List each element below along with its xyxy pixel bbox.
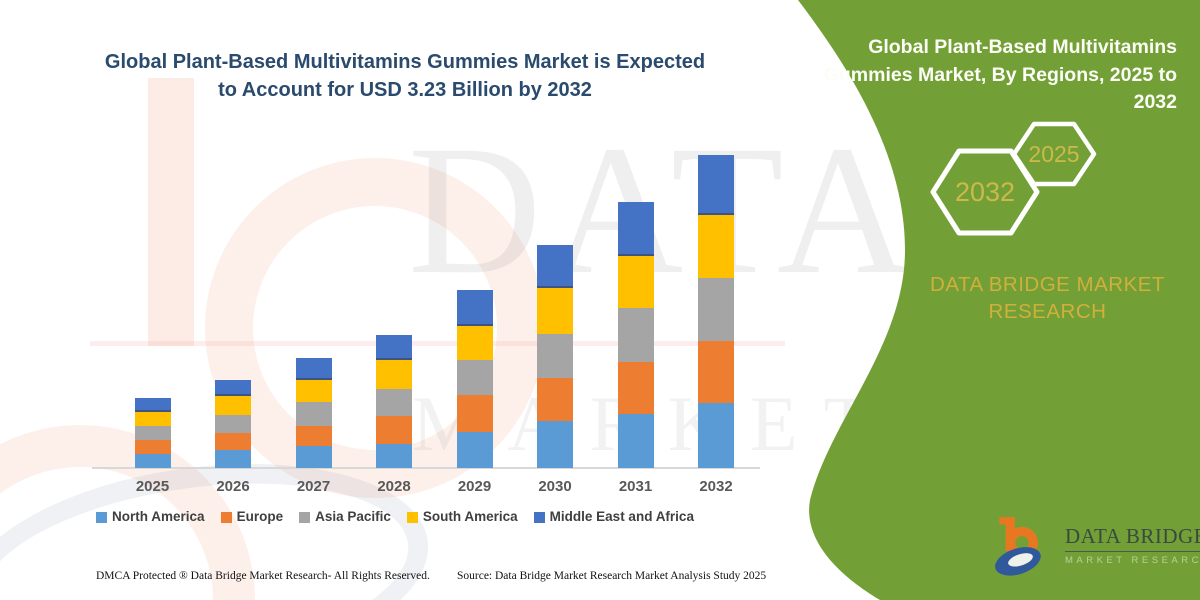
x-axis-label: 2031 — [618, 478, 653, 495]
x-axis-label: 2027 — [296, 478, 331, 495]
x-axis-line — [92, 467, 760, 469]
stacked-bar-2031 — [617, 202, 654, 468]
legend-label: Middle East and Africa — [549, 509, 694, 524]
bar-segment-asia-pacific — [134, 426, 171, 440]
bar-segment-north-america — [698, 403, 734, 468]
stacked-bar-2028 — [376, 335, 412, 468]
x-axis-label: 2032 — [699, 478, 733, 495]
hexagon-2025-icon — [1011, 121, 1097, 187]
data-bridge-logo: DATA BRIDGE MARKET RESEARCH — [985, 512, 1200, 584]
stacked-bar-2029 — [456, 290, 493, 468]
bar-segment-south-america — [295, 380, 332, 402]
legend-swatch-icon — [220, 511, 232, 523]
bar-segment-asia-pacific — [698, 278, 734, 341]
bar-segment-south-america — [617, 256, 654, 308]
x-axis-labels: 2025 2026 2027 2028 2029 2030 2031 2032 — [0, 478, 790, 500]
bar-segment-north-america — [456, 432, 493, 468]
bar-segment-middle-east-and-africa — [295, 358, 332, 380]
chart-title-line1: Global Plant-Based Multivitamins Gummies… — [104, 51, 706, 73]
chart-title-line2: to Account for USD 3.23 Billion by 2032 — [218, 79, 592, 101]
bar-segment-asia-pacific — [295, 402, 332, 426]
bar-segment-south-america — [456, 326, 493, 360]
side-panel-title: Global Plant-Based Multivitamins Gummies… — [823, 36, 1177, 113]
hexagon-badges: 2032 2025 — [930, 121, 1097, 236]
bar-segment-north-america — [134, 454, 171, 468]
legend-item: North America — [96, 509, 205, 524]
logo-name-text: DATA BRIDGE — [1065, 524, 1200, 552]
legend-swatch-icon — [533, 511, 545, 523]
bar-segment-middle-east-and-africa — [134, 398, 171, 412]
legend-label: Europe — [236, 509, 284, 524]
plot-area — [134, 155, 734, 468]
bar-segment-europe — [456, 395, 493, 432]
bar-segment-south-america — [215, 396, 251, 415]
bar-segment-north-america — [376, 444, 412, 468]
hexagon-2032-label: 2032 — [955, 177, 1015, 207]
stacked-bar-2026 — [215, 380, 251, 468]
source-text: Source: Data Bridge Market Research Mark… — [457, 570, 767, 582]
legend-label: South America — [422, 509, 518, 524]
legend-label: Asia Pacific — [315, 509, 391, 524]
x-axis-label: 2025 — [135, 478, 170, 495]
legend-item: Europe — [220, 509, 284, 524]
bar-segment-south-america — [698, 215, 734, 278]
chart-title: Global Plant-Based Multivitamins Gummies… — [55, 48, 755, 104]
bar-segment-middle-east-and-africa — [617, 202, 654, 256]
bar-segment-middle-east-and-africa — [376, 335, 412, 360]
bar-segment-europe — [215, 433, 251, 450]
legend-item: South America — [406, 509, 518, 524]
legend-swatch-icon — [96, 511, 108, 523]
legend-swatch-icon — [299, 511, 311, 523]
stacked-bar-2025 — [134, 398, 171, 468]
x-axis-label: 2028 — [377, 478, 411, 495]
hexagon-2025-label: 2025 — [1028, 141, 1079, 167]
x-axis-label: 2029 — [457, 478, 492, 495]
chart-legend: North America Europe Asia Pacific South Ame… — [30, 509, 760, 524]
brand-caption: DATA BRIDGE MARKET RESEARCH — [930, 273, 1165, 323]
dmca-text: DMCA Protected ® Data Bridge Market Rese… — [96, 570, 430, 582]
bar-segment-europe — [537, 378, 573, 421]
bar-segment-south-america — [537, 288, 573, 334]
footer: DMCA Protected ® Data Bridge Market Rese… — [0, 570, 790, 590]
bar-segment-asia-pacific — [215, 415, 251, 433]
bar-segment-asia-pacific — [456, 360, 493, 395]
bar-segment-europe — [295, 426, 332, 446]
bar-segment-europe — [698, 341, 734, 403]
legend-swatch-icon — [406, 511, 418, 523]
legend-item: Middle East and Africa — [533, 509, 694, 524]
x-axis-label: 2026 — [216, 478, 250, 495]
bar-segment-north-america — [295, 446, 332, 468]
legend-item: Asia Pacific — [299, 509, 391, 524]
bar-segment-europe — [376, 416, 412, 444]
bar-segment-middle-east-and-africa — [537, 245, 573, 288]
x-axis-label: 2030 — [538, 478, 572, 495]
bar-segment-middle-east-and-africa — [456, 290, 493, 326]
bar-segment-asia-pacific — [617, 308, 654, 362]
data-bridge-logo-icon — [995, 517, 1041, 576]
bar-segment-asia-pacific — [376, 389, 412, 416]
green-panel-shape — [798, 0, 1200, 600]
bar-segment-north-america — [617, 414, 654, 468]
bar-segment-north-america — [215, 450, 251, 468]
bar-segment-europe — [617, 362, 654, 414]
bar-segment-middle-east-and-africa — [698, 155, 734, 215]
legend-label: North America — [112, 509, 205, 524]
stacked-bar-2030 — [537, 245, 573, 468]
bar-segment-middle-east-and-africa — [215, 380, 251, 396]
bar-segment-north-america — [537, 421, 573, 468]
bar-segment-south-america — [134, 412, 171, 426]
hexagon-2032-icon — [930, 148, 1040, 236]
stacked-bar-2032 — [698, 155, 734, 468]
bar-segment-europe — [134, 440, 171, 454]
bar-segment-south-america — [376, 360, 412, 389]
logo-subtitle-text: MARKET RESEARCH — [1065, 555, 1200, 566]
stacked-bar-2027 — [295, 358, 332, 468]
bar-segment-asia-pacific — [537, 334, 573, 378]
